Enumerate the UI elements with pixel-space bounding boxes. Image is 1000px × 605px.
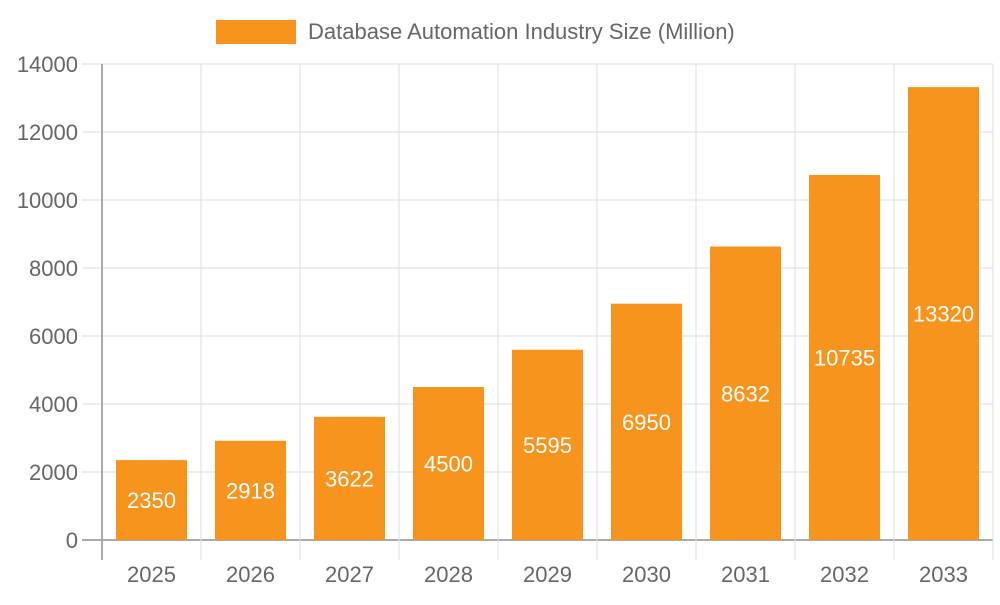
data-label: 5595 [523,433,572,458]
data-label: 8632 [721,381,770,406]
x-tick-label: 2033 [919,562,968,587]
legend: Database Automation Industry Size (Milli… [216,19,735,44]
y-tick-label: 6000 [29,324,78,349]
bar [116,460,187,540]
data-label: 2350 [127,488,176,513]
x-tick-label: 2025 [127,562,176,587]
bar [512,349,583,540]
y-tick-label: 14000 [17,52,78,77]
bar [413,387,484,540]
x-tick-label: 2031 [721,562,770,587]
bar [710,246,781,540]
data-label: 13320 [913,302,974,327]
bar [809,175,880,540]
x-tick-label: 2028 [424,562,473,587]
bar [215,440,286,540]
y-tick-label: 8000 [29,256,78,281]
data-label: 3622 [325,466,374,491]
x-tick-label: 2030 [622,562,671,587]
data-label: 4500 [424,452,473,477]
y-tick-label: 0 [66,528,78,553]
x-tick-label: 2029 [523,562,572,587]
bar [908,87,979,541]
data-label: 6950 [622,410,671,435]
y-tick-label: 4000 [29,392,78,417]
data-label: 2918 [226,478,275,503]
x-tick-label: 2026 [226,562,275,587]
y-tick-label: 2000 [29,460,78,485]
x-tick-label: 2027 [325,562,374,587]
y-tick-label: 12000 [17,120,78,145]
y-tick-label: 10000 [17,188,78,213]
legend-swatch [216,20,296,44]
x-tick-label: 2032 [820,562,869,587]
bar [611,303,682,540]
data-label: 10735 [814,346,875,371]
bar [314,416,385,540]
legend-label: Database Automation Industry Size (Milli… [308,19,735,44]
